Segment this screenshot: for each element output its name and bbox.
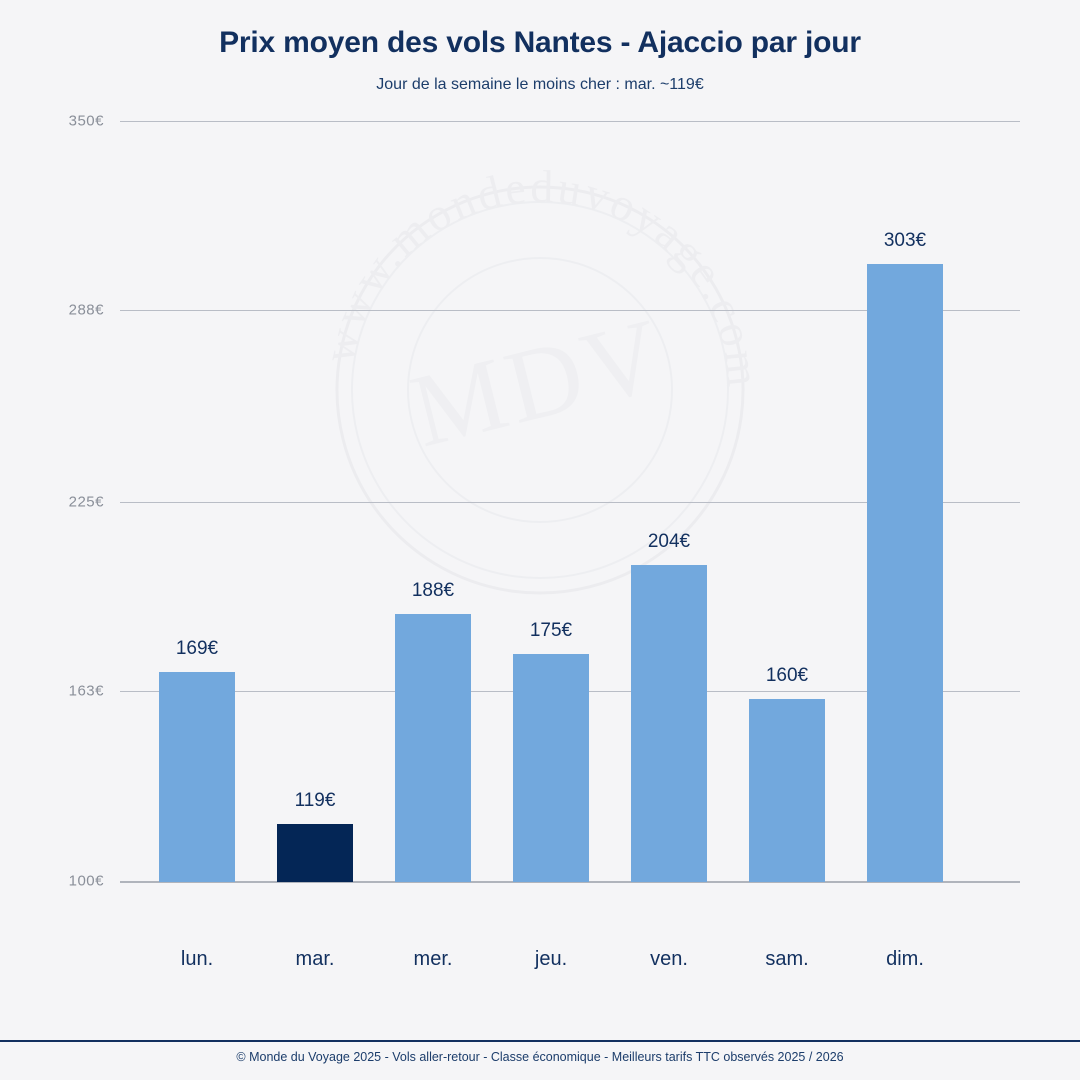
bar-lun[interactable]: [159, 671, 235, 882]
gridline: [120, 502, 1020, 503]
y-tick-label: 350€: [68, 112, 104, 130]
gridline: [120, 310, 1020, 311]
chart-subtitle: Jour de la semaine le moins cher : mar. …: [376, 76, 704, 93]
bar-ven[interactable]: [631, 565, 707, 882]
x-tick-label: mar.: [295, 948, 335, 970]
x-tick-label: lun.: [180, 948, 214, 970]
bar-mar[interactable]: [277, 824, 353, 882]
y-tick-label: 225€: [68, 493, 104, 511]
footer-text: © Monde du Voyage 2025 - Vols aller-reto…: [236, 1050, 844, 1064]
bar-value-label: 169€: [175, 637, 219, 659]
bar-jeu[interactable]: [513, 653, 589, 882]
bar-value-label: 188€: [411, 580, 455, 602]
bar-value-label: 160€: [765, 665, 809, 687]
bar-sam[interactable]: [749, 699, 825, 882]
y-tick-label: 288€: [68, 301, 104, 319]
gridline: [120, 121, 1020, 122]
x-tick-label: sam.: [765, 948, 809, 970]
x-tick-label: ven.: [650, 948, 688, 970]
chart-title: Prix moyen des vols Nantes - Ajaccio par…: [219, 26, 861, 59]
bar-value-label: 119€: [294, 790, 336, 812]
bar-value-label: 204€: [647, 531, 691, 553]
bar-mer[interactable]: [395, 614, 471, 882]
bar-value-label: 303€: [883, 230, 927, 252]
axis-baseline: [120, 881, 1020, 883]
footer-divider: [0, 1040, 1080, 1042]
bar-dim[interactable]: [867, 264, 943, 882]
x-tick-label: jeu.: [534, 948, 568, 970]
y-tick-label: 163€: [68, 682, 104, 700]
x-tick-label: mer.: [413, 948, 453, 970]
x-tick-label: dim.: [886, 948, 924, 970]
plot-area: [120, 121, 1020, 883]
bar-value-label: 175€: [529, 619, 573, 641]
y-tick-label: 100€: [68, 872, 104, 890]
